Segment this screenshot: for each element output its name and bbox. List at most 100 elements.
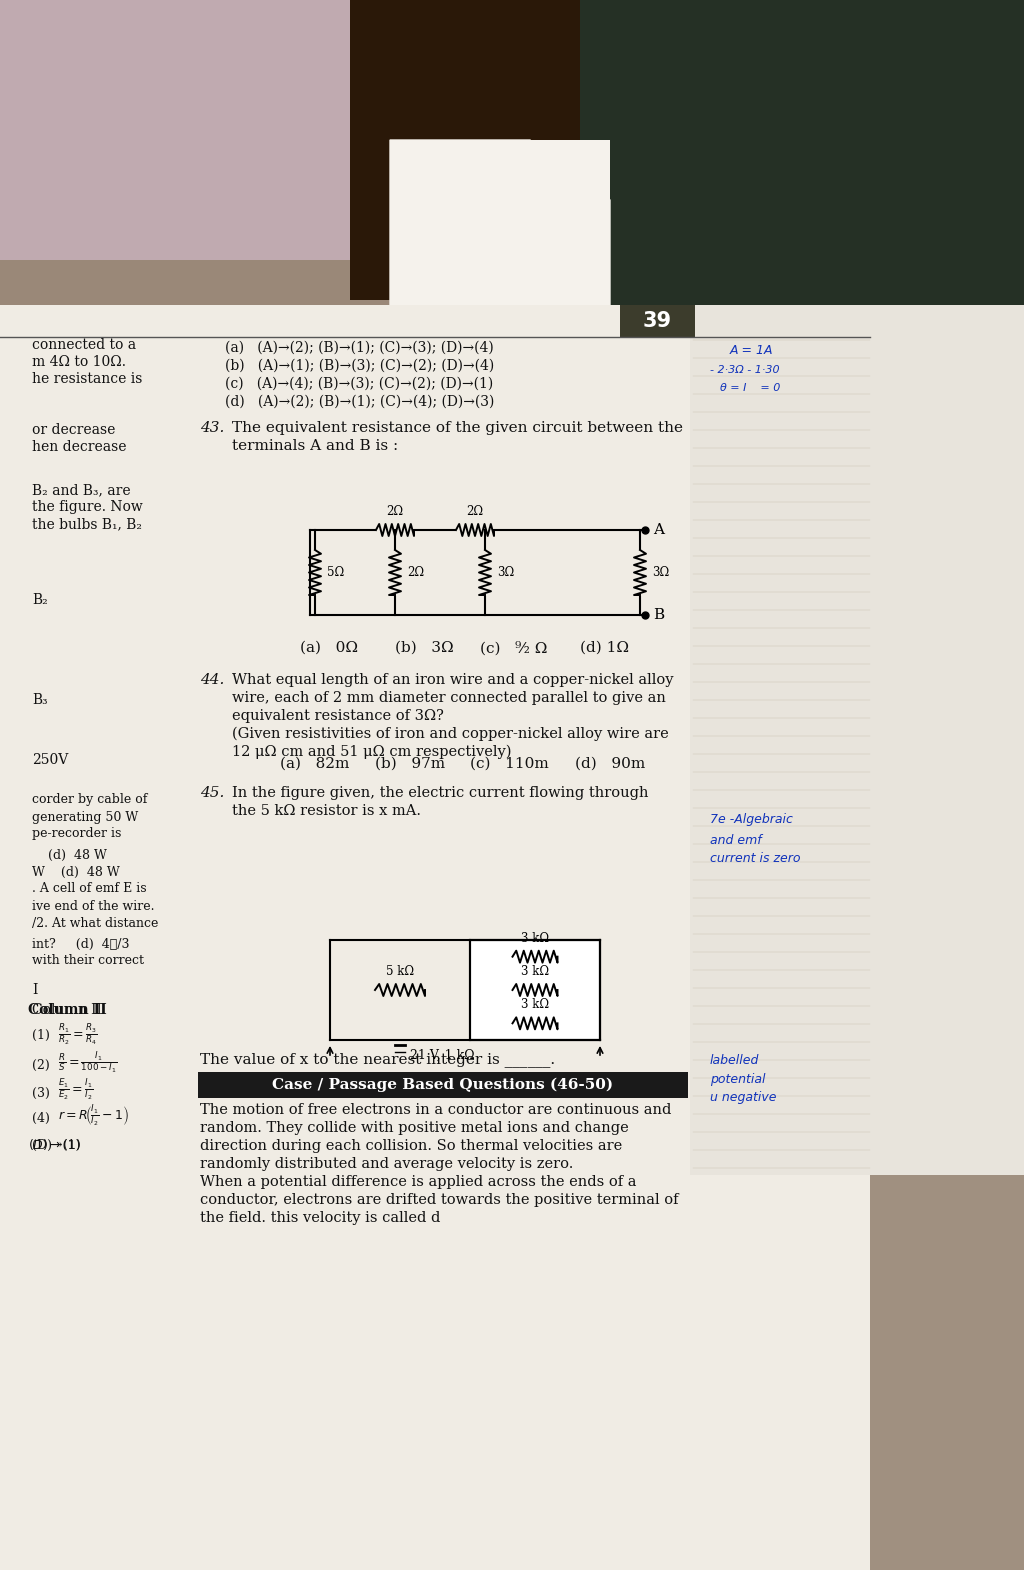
Text: equivalent resistance of 3Ω?: equivalent resistance of 3Ω? — [232, 710, 443, 724]
Text: random. They collide with positive metal ions and change: random. They collide with positive metal… — [200, 1121, 629, 1135]
Text: (D)→(1): (D)→(1) — [32, 1138, 80, 1151]
Text: direction during each collision. So thermal velocities are: direction during each collision. So ther… — [200, 1138, 623, 1152]
Text: - 2·3Ω - 1·30: - 2·3Ω - 1·30 — [710, 364, 779, 375]
Text: 39: 39 — [642, 311, 672, 331]
Text: potential: potential — [710, 1074, 766, 1086]
Text: . A cell of emf E is: . A cell of emf E is — [32, 882, 146, 895]
Text: (a)   0Ω: (a) 0Ω — [300, 641, 358, 655]
FancyBboxPatch shape — [0, 0, 1024, 309]
FancyBboxPatch shape — [470, 940, 600, 1039]
Text: What equal length of an iron wire and a copper-nickel alloy: What equal length of an iron wire and a … — [232, 674, 674, 688]
Text: B₂: B₂ — [32, 593, 48, 608]
FancyBboxPatch shape — [0, 305, 870, 1570]
Text: he resistance is: he resistance is — [32, 372, 142, 386]
Text: 45.: 45. — [200, 787, 224, 801]
Text: $r=R\!\left(\frac{I_1}{I_2}-1\right)$: $r=R\!\left(\frac{I_1}{I_2}-1\right)$ — [58, 1104, 129, 1129]
Text: (3): (3) — [32, 1086, 50, 1099]
Text: (2): (2) — [32, 1058, 50, 1071]
Text: $(D)\rightarrow(1)$: $(D)\rightarrow(1)$ — [28, 1138, 81, 1152]
Text: (a)   (A)→(2); (B)→(1); (C)→(3); (D)→(4): (a) (A)→(2); (B)→(1); (C)→(3); (D)→(4) — [225, 341, 494, 355]
FancyBboxPatch shape — [580, 0, 1024, 309]
Text: labelled: labelled — [710, 1053, 760, 1066]
Text: the field. this velocity is called d: the field. this velocity is called d — [200, 1210, 440, 1225]
Text: (c)   (A)→(4); (B)→(3); (C)→(2); (D)→(1): (c) (A)→(4); (B)→(3); (C)→(2); (D)→(1) — [225, 377, 494, 391]
FancyBboxPatch shape — [690, 305, 1024, 1174]
Text: (b)   (A)→(1); (B)→(3); (C)→(2); (D)→(4): (b) (A)→(1); (B)→(3); (C)→(2); (D)→(4) — [225, 360, 495, 374]
Text: the figure. Now: the figure. Now — [32, 499, 142, 513]
Text: 3 kΩ: 3 kΩ — [521, 999, 549, 1011]
Text: The value of x to the nearest integer is ______.: The value of x to the nearest integer is… — [200, 1052, 555, 1068]
Text: Column II: Column II — [28, 1003, 106, 1017]
Text: 12 μΩ cm and 51 μΩ cm respectively): 12 μΩ cm and 51 μΩ cm respectively) — [232, 744, 512, 760]
FancyBboxPatch shape — [690, 305, 890, 1174]
Text: 44.: 44. — [200, 674, 224, 688]
Text: (a)   82m: (a) 82m — [280, 757, 349, 771]
Text: m 4Ω to 10Ω.: m 4Ω to 10Ω. — [32, 355, 126, 369]
Text: and emf: and emf — [710, 834, 762, 846]
Text: (d) 1Ω: (d) 1Ω — [580, 641, 629, 655]
Text: the 5 kΩ resistor is x mA.: the 5 kΩ resistor is x mA. — [232, 804, 421, 818]
Text: 2Ω: 2Ω — [467, 506, 483, 518]
Text: Column II: Column II — [32, 1003, 101, 1017]
FancyBboxPatch shape — [390, 140, 610, 320]
Text: A: A — [653, 523, 664, 537]
Text: (b)   97m: (b) 97m — [375, 757, 445, 771]
FancyBboxPatch shape — [0, 0, 480, 261]
Text: conductor, electrons are drifted towards the positive terminal of: conductor, electrons are drifted towards… — [200, 1193, 679, 1207]
Text: randomly distributed and average velocity is zero.: randomly distributed and average velocit… — [200, 1157, 573, 1171]
Text: (Given resistivities of iron and copper-nickel alloy wire are: (Given resistivities of iron and copper-… — [232, 727, 669, 741]
Text: 3 kΩ: 3 kΩ — [521, 966, 549, 978]
Text: 43.: 43. — [200, 421, 224, 435]
Text: u negative: u negative — [710, 1091, 776, 1105]
FancyBboxPatch shape — [198, 1072, 688, 1097]
Text: hen decrease: hen decrease — [32, 440, 127, 454]
FancyBboxPatch shape — [350, 0, 630, 300]
Text: B: B — [653, 608, 665, 622]
Text: Case / Passage Based Questions (46-50): Case / Passage Based Questions (46-50) — [272, 1077, 613, 1093]
Text: pe-recorder is: pe-recorder is — [32, 827, 122, 840]
Text: W    (d)  48 W: W (d) 48 W — [32, 865, 120, 879]
Text: 7e -Algebraic: 7e -Algebraic — [710, 813, 793, 826]
Text: The motion of free electrons in a conductor are continuous and: The motion of free electrons in a conduc… — [200, 1104, 672, 1116]
Text: the bulbs B₁, B₂: the bulbs B₁, B₂ — [32, 517, 142, 531]
Text: ive end of the wire.: ive end of the wire. — [32, 900, 155, 912]
Text: 5 kΩ: 5 kΩ — [386, 966, 414, 978]
Text: (d)   90m: (d) 90m — [575, 757, 645, 771]
Text: 3 kΩ: 3 kΩ — [521, 931, 549, 945]
Text: 3Ω: 3Ω — [652, 567, 670, 579]
Text: with their correct: with their correct — [32, 955, 144, 967]
Text: (c)   ⁹⁄₂ Ω: (c) ⁹⁄₂ Ω — [480, 641, 548, 655]
Text: current is zero: current is zero — [710, 851, 801, 865]
Text: generating 50 W: generating 50 W — [32, 810, 138, 824]
Text: or decrease: or decrease — [32, 422, 116, 436]
Polygon shape — [390, 140, 610, 309]
Text: terminals A and B is :: terminals A and B is : — [232, 440, 398, 454]
Text: (1): (1) — [32, 1028, 50, 1041]
Text: (c)   110m: (c) 110m — [470, 757, 549, 771]
Text: 2Ω: 2Ω — [407, 567, 424, 579]
Text: (d)  48 W: (d) 48 W — [32, 848, 106, 862]
Text: 21 V, 1 kΩ: 21 V, 1 kΩ — [410, 1049, 475, 1061]
Text: 5Ω: 5Ω — [327, 567, 344, 579]
Text: 2Ω: 2Ω — [386, 506, 403, 518]
Text: (4): (4) — [32, 1112, 50, 1124]
Text: In the figure given, the electric current flowing through: In the figure given, the electric curren… — [232, 787, 648, 801]
FancyBboxPatch shape — [620, 305, 695, 338]
Text: $\frac{R}{S}=\frac{I_1}{100-I_1}$: $\frac{R}{S}=\frac{I_1}{100-I_1}$ — [58, 1050, 117, 1075]
Text: corder by cable of: corder by cable of — [32, 793, 147, 807]
Text: wire, each of 2 mm diameter connected parallel to give an: wire, each of 2 mm diameter connected pa… — [232, 691, 666, 705]
Text: $\frac{R_1}{R_2}=\frac{R_3}{R_4}$: $\frac{R_1}{R_2}=\frac{R_3}{R_4}$ — [58, 1022, 97, 1047]
Text: connected to a: connected to a — [32, 338, 136, 352]
Text: (d)   (A)→(2); (B)→(1); (C)→(4); (D)→(3): (d) (A)→(2); (B)→(1); (C)→(4); (D)→(3) — [225, 396, 495, 410]
Text: B₃: B₃ — [32, 692, 48, 706]
Text: 250V: 250V — [32, 754, 69, 768]
Text: int?     (d)  4ℓ/3: int? (d) 4ℓ/3 — [32, 937, 129, 950]
Text: /2. At what distance: /2. At what distance — [32, 917, 159, 929]
Text: The equivalent resistance of the given circuit between the: The equivalent resistance of the given c… — [232, 421, 683, 435]
Text: (b)   3Ω: (b) 3Ω — [395, 641, 454, 655]
Text: B₂ and B₃, are: B₂ and B₃, are — [32, 484, 131, 498]
Text: When a potential difference is applied across the ends of a: When a potential difference is applied a… — [200, 1174, 637, 1188]
Text: $\frac{E_1}{E_2}=\frac{I_1}{I_2}$: $\frac{E_1}{E_2}=\frac{I_1}{I_2}$ — [58, 1077, 93, 1102]
Text: I: I — [32, 983, 37, 997]
Text: A = 1A: A = 1A — [730, 344, 773, 356]
